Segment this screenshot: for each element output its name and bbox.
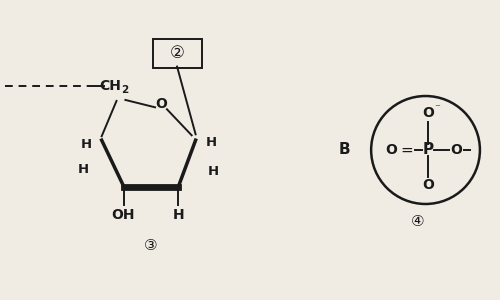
Text: H: H	[78, 163, 88, 176]
Text: 2: 2	[122, 85, 128, 95]
Text: O: O	[422, 106, 434, 120]
Text: O: O	[450, 143, 462, 157]
Text: H: H	[206, 136, 217, 149]
Text: O: O	[422, 178, 434, 192]
Text: O: O	[385, 143, 397, 157]
Text: ②: ②	[170, 44, 184, 62]
Text: O: O	[155, 98, 167, 111]
Text: OH: OH	[111, 208, 134, 222]
FancyBboxPatch shape	[152, 39, 202, 68]
Text: B: B	[338, 142, 350, 158]
Text: H: H	[208, 165, 218, 178]
Text: H: H	[80, 138, 92, 151]
Text: ③: ③	[144, 238, 158, 253]
Text: P: P	[422, 142, 434, 158]
Text: ⁻: ⁻	[434, 103, 440, 113]
Text: =: =	[401, 142, 413, 158]
Text: H: H	[172, 208, 184, 222]
Text: CH: CH	[100, 79, 122, 93]
Text: ④: ④	[412, 214, 425, 229]
